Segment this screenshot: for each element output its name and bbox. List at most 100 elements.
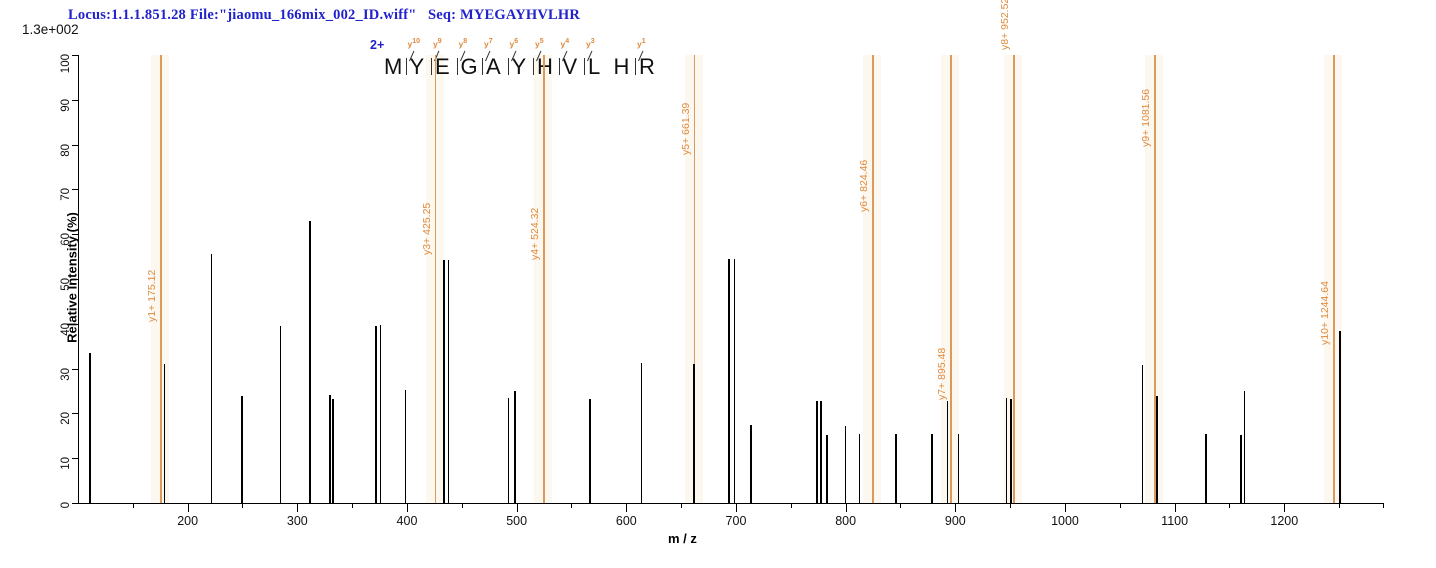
peak[interactable]: [825, 434, 828, 503]
x-axis-tick-label: 400: [396, 514, 418, 528]
fragment-ion-label: y1: [637, 38, 646, 49]
y-axis-tick: [72, 503, 78, 504]
x-axis-tick: [132, 503, 134, 508]
x-axis-tick-label: 1200: [1270, 514, 1299, 528]
peak[interactable]: [404, 389, 407, 503]
peak[interactable]: [279, 326, 282, 503]
precursor-charge-label: 2+: [370, 38, 385, 52]
peak[interactable]: [858, 433, 861, 503]
peak[interactable]: [728, 259, 730, 503]
x-axis-tick: [571, 503, 573, 508]
ion-peak[interactable]: [1154, 55, 1156, 503]
ion-peak[interactable]: [1333, 55, 1335, 503]
x-axis-tick: [1119, 503, 1121, 508]
fragment-tick: [431, 58, 432, 75]
peptide-residue: Y: [511, 54, 527, 79]
peak[interactable]: [957, 434, 960, 503]
x-axis-tick: [1383, 503, 1384, 508]
y-axis-tick: [72, 55, 78, 56]
x-axis-tick: [1339, 503, 1341, 508]
ion-peak[interactable]: [543, 55, 545, 503]
peak[interactable]: [1339, 330, 1341, 503]
ion-peak-label: y6+ 824.46: [858, 159, 871, 212]
intensity-scale-label: 1.3e+002: [22, 22, 79, 37]
ion-peak[interactable]: [693, 55, 696, 503]
peak[interactable]: [750, 425, 752, 503]
y-axis-tick: [72, 189, 78, 191]
peak[interactable]: [210, 254, 213, 503]
y-axis-tick: [72, 279, 78, 280]
fragment-ion-label: y7: [484, 38, 493, 49]
ion-peak[interactable]: [160, 55, 162, 503]
x-axis-tick: [1010, 503, 1012, 508]
x-axis-tick-label: 1100: [1161, 514, 1189, 528]
peptide-residue: M: [384, 54, 403, 79]
peak[interactable]: [241, 396, 243, 503]
peak[interactable]: [163, 364, 166, 503]
peak[interactable]: [693, 364, 695, 503]
fragment-ion-label: y10: [407, 38, 421, 49]
peak[interactable]: [1240, 434, 1243, 503]
fragment-ion-label: y4: [560, 38, 570, 49]
x-axis-tick: [845, 503, 847, 512]
peak[interactable]: [844, 425, 847, 503]
peptide-residue: Y: [409, 54, 425, 79]
peak[interactable]: [1205, 434, 1207, 503]
peak[interactable]: [931, 434, 933, 503]
x-axis-tick: [461, 503, 463, 508]
peak[interactable]: [443, 260, 445, 503]
peak[interactable]: [1010, 399, 1012, 503]
ion-peak[interactable]: [872, 55, 875, 503]
spectrum-header: Locus:1.1.1.851.28 File:"jiaomu_166mix_0…: [68, 7, 581, 23]
ion-peak-label: y7+ 895.48: [936, 347, 949, 400]
peak[interactable]: [1155, 396, 1158, 503]
peak[interactable]: [329, 394, 331, 503]
ion-peak-label: y9+ 1081.56: [1140, 88, 1153, 147]
x-axis-tick: [1174, 503, 1176, 512]
y-axis-tick-label: 100: [60, 54, 72, 74]
ion-peak-label: y4+ 524.32: [529, 207, 542, 260]
peak[interactable]: [507, 398, 510, 503]
peak[interactable]: [88, 352, 91, 503]
ion-peak[interactable]: [434, 55, 437, 503]
peak[interactable]: [820, 400, 823, 503]
peak[interactable]: [733, 259, 736, 503]
peak[interactable]: [1243, 391, 1246, 503]
x-axis-tick: [626, 503, 628, 512]
peak[interactable]: [379, 324, 382, 503]
fragment-tick: [533, 58, 534, 75]
fragment-ion-label: y3: [586, 38, 595, 49]
peak[interactable]: [589, 399, 591, 503]
peak[interactable]: [640, 363, 643, 503]
peak[interactable]: [375, 326, 377, 503]
fragment-tick: [405, 58, 407, 75]
x-axis-tick: [297, 503, 299, 512]
x-axis-tick-label: 300: [286, 514, 308, 528]
x-axis-tick: [187, 503, 189, 512]
peak[interactable]: [894, 434, 897, 503]
peptide-residue: G: [460, 54, 478, 79]
ion-peak-label: y3+ 425.25: [420, 202, 433, 255]
x-axis-tick: [1229, 503, 1231, 508]
ion-peak[interactable]: [950, 55, 952, 503]
peak[interactable]: [1141, 365, 1144, 503]
peak[interactable]: [447, 260, 450, 503]
x-axis-tick-label: 800: [835, 514, 857, 528]
peak[interactable]: [816, 400, 818, 503]
x-axis-tick: [900, 503, 902, 508]
x-axis-tick-label: 900: [944, 514, 966, 528]
peak[interactable]: [946, 400, 949, 503]
x-axis-tick: [352, 503, 354, 508]
peak[interactable]: [1005, 397, 1008, 503]
peak[interactable]: [332, 399, 334, 503]
peak[interactable]: [309, 220, 311, 503]
ion-peak[interactable]: [1012, 55, 1015, 503]
peak[interactable]: [514, 391, 517, 503]
fragment-tick: [482, 58, 483, 75]
y-axis-tick: [72, 413, 78, 415]
fragment-tick: [584, 58, 585, 75]
x-axis-line: [78, 503, 1383, 504]
x-axis-tick: [1064, 503, 1066, 512]
y-axis-tick: [72, 368, 78, 370]
